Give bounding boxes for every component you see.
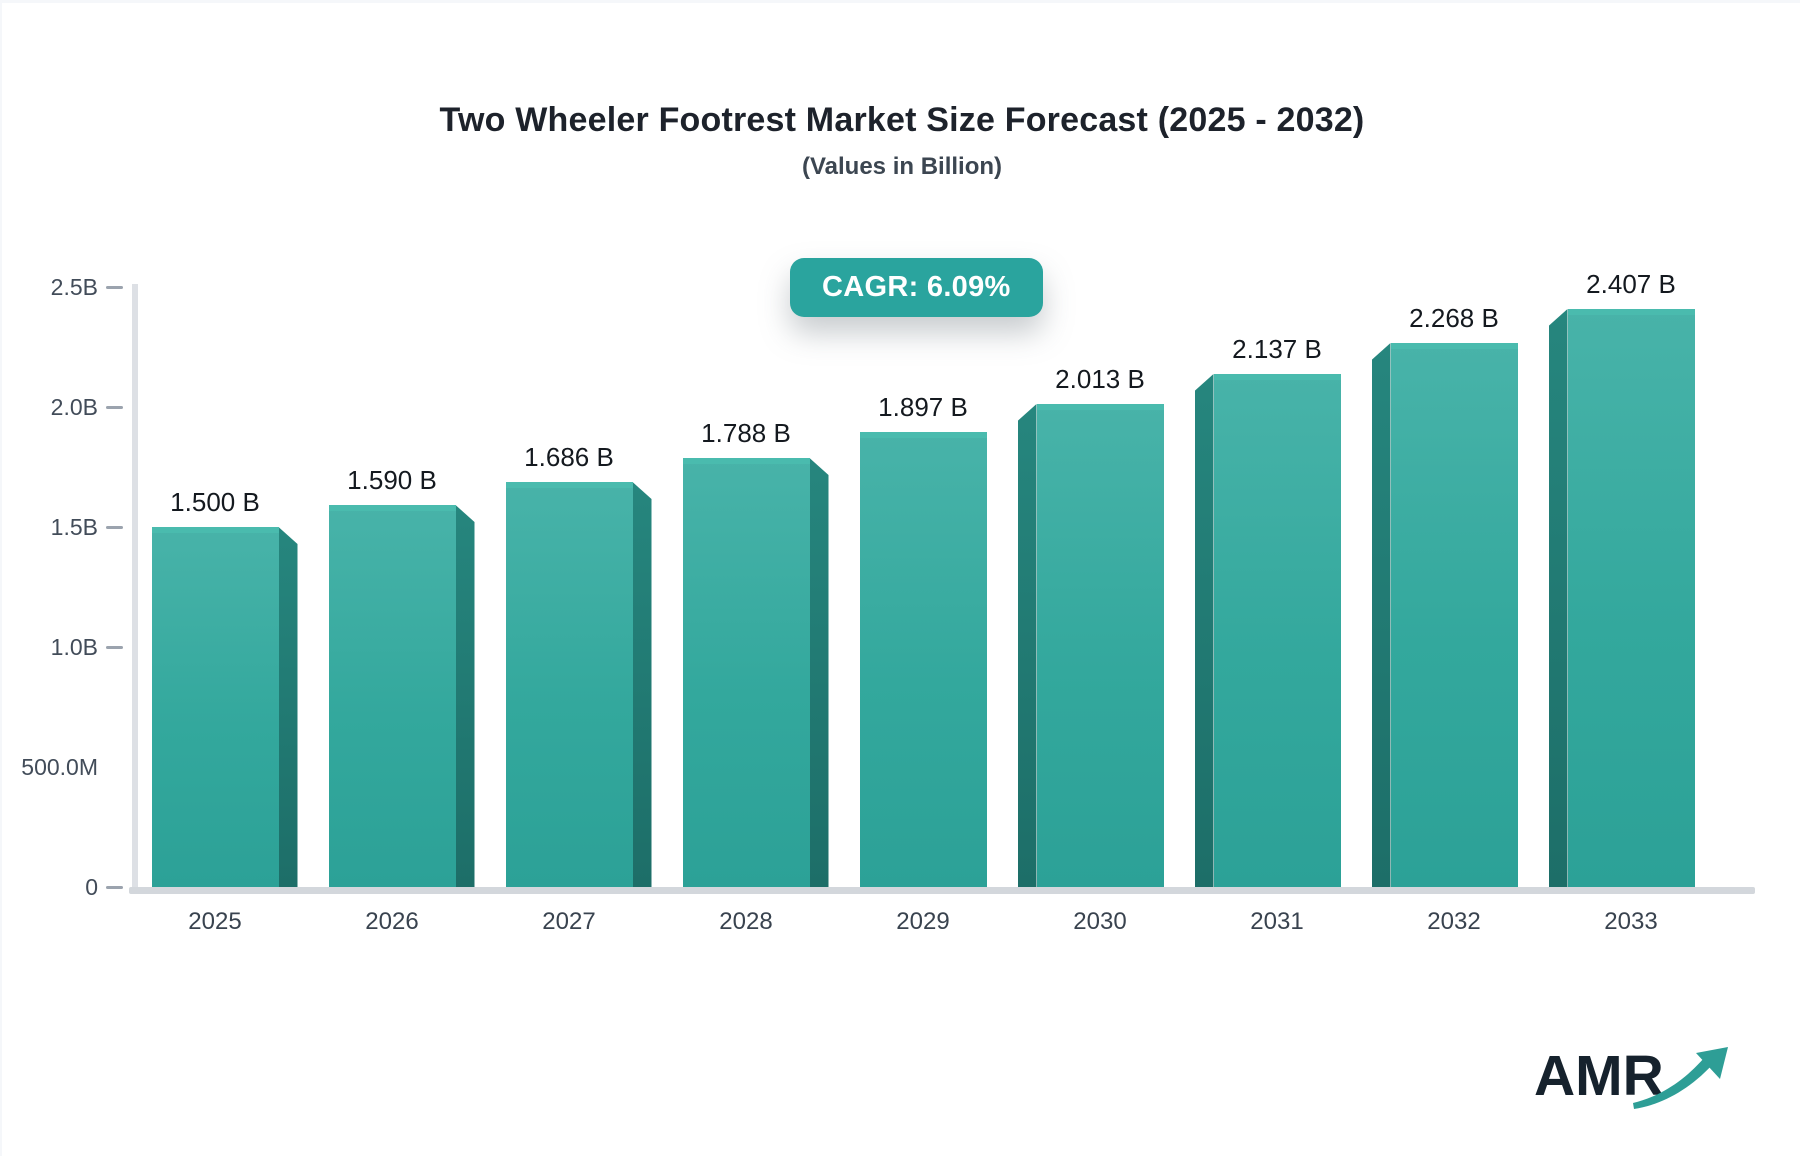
y-tick-mark (106, 406, 123, 409)
bar-value-label: 1.590 B (347, 465, 437, 495)
bar-2027 (505, 482, 652, 887)
bar-3d-side (1548, 309, 1568, 887)
bar-face (505, 482, 633, 887)
amr-logo: AMR (1534, 1039, 1734, 1119)
bar-value-label: 1.897 B (878, 392, 968, 422)
x-tick-label: 2032 (1427, 908, 1481, 935)
bar-value-label: 2.268 B (1409, 303, 1499, 333)
chart-title: Two Wheeler Footrest Market Size Forecas… (439, 101, 1365, 139)
bar-3d-side (809, 458, 829, 887)
y-tick-mark (106, 886, 123, 889)
bar-2025 (151, 527, 298, 887)
x-axis-baseline (129, 887, 1755, 894)
y-tick-label: 0 (85, 874, 98, 900)
bar-face (1213, 374, 1341, 887)
growth-arrow-icon (1633, 1047, 1728, 1109)
x-tick-label: 2025 (188, 908, 242, 935)
x-tick-label: 2031 (1250, 908, 1304, 935)
y-tick-label: 500.0M (21, 754, 98, 780)
bar-top-edge (1036, 404, 1164, 410)
x-tick-label: 2029 (896, 908, 950, 935)
amr-logo-text: AMR (1534, 1044, 1664, 1108)
bar-2028 (682, 458, 829, 887)
bar-2030 (1017, 404, 1164, 887)
bar-value-label: 2.137 B (1232, 334, 1322, 364)
cagr-badge: CAGR: 6.09% (790, 258, 1043, 317)
bar-3d-side (455, 505, 475, 887)
y-tick-label: 2.5B (50, 274, 98, 300)
bar-value-label: 2.013 B (1055, 364, 1145, 394)
bar-value-label: 2.407 B (1586, 269, 1676, 299)
y-axis-line (132, 284, 138, 890)
bar-3d-side (278, 527, 298, 887)
y-tick-mark (106, 286, 123, 289)
bar-value-label: 1.500 B (170, 487, 260, 517)
x-tick-label: 2028 (719, 908, 773, 935)
bar-top-edge (682, 458, 810, 464)
bar-face (859, 432, 987, 887)
bar-top-edge (1390, 343, 1518, 349)
bar-top-edge (1213, 374, 1341, 380)
bar-value-label: 1.788 B (701, 418, 791, 448)
bar-face (682, 458, 810, 887)
bar-3d-side (1194, 374, 1214, 887)
x-tick-label: 2027 (542, 908, 596, 935)
x-tick-label: 2033 (1604, 908, 1658, 935)
bar-2032 (1371, 343, 1518, 887)
y-tick-label: 2.0B (50, 394, 98, 420)
bar-top-edge (328, 505, 456, 511)
bar-face (1390, 343, 1518, 887)
bar-2031 (1194, 374, 1341, 887)
bar-2033 (1548, 309, 1695, 887)
bar-2026 (328, 505, 475, 887)
bar-face (151, 527, 279, 887)
x-tick-label: 2030 (1073, 908, 1127, 935)
bar-top-edge (505, 482, 633, 488)
chart-subtitle: (Values in Billion) (801, 153, 1003, 180)
bar-top-edge (1567, 309, 1695, 315)
y-tick-mark (106, 646, 123, 649)
bar-3d-side (1371, 343, 1391, 887)
bar-top-edge (151, 527, 279, 533)
y-tick-mark (106, 526, 123, 529)
bar-face (1567, 309, 1695, 887)
bar-3d-side (632, 482, 652, 887)
bar-2029 (859, 432, 987, 887)
bar-3d-side (1017, 404, 1037, 887)
bar-face (328, 505, 456, 887)
x-tick-label: 2026 (365, 908, 419, 935)
bar-value-label: 1.686 B (524, 442, 614, 472)
y-tick-label: 1.5B (50, 514, 98, 540)
bar-top-edge (859, 432, 987, 438)
bar-face (1036, 404, 1164, 887)
y-tick-label: 1.0B (50, 634, 98, 660)
